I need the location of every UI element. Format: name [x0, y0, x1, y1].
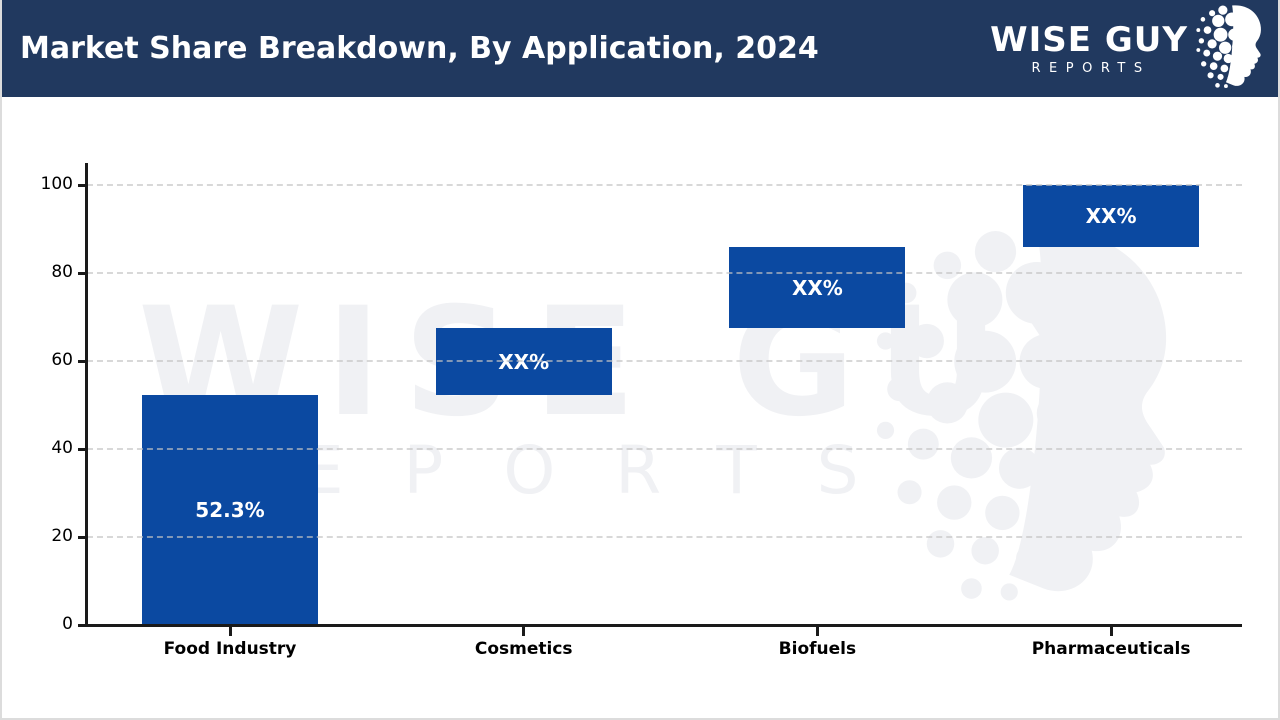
brand-logo-secondary-text: REPORTS — [1031, 60, 1151, 76]
bar-value-label: 52.3% — [195, 497, 265, 522]
y-axis-tick-60 — [78, 359, 87, 363]
y-axis-tick-label: 80 — [51, 262, 73, 282]
header-bar: Market Share Breakdown, By Application, … — [0, 0, 1280, 97]
x-axis-label-cosmetics: Cosmetics — [474, 639, 573, 659]
x-axis-tick-biofuels — [815, 627, 819, 636]
y-axis-tick-label: 0 — [62, 614, 73, 634]
gridline-40 — [87, 448, 1242, 450]
gridline-80 — [87, 272, 1242, 274]
y-axis-tick-label: 40 — [51, 438, 73, 458]
page-title: Market Share Breakdown, By Application, … — [20, 31, 819, 66]
brand-logo-text: WISE GUY REPORTS — [990, 23, 1188, 75]
y-axis-tick-20 — [78, 535, 87, 539]
gridline-60 — [87, 360, 1242, 362]
x-axis-label-food-industry: Food Industry — [163, 639, 297, 659]
y-axis-tick-label: 60 — [51, 350, 73, 370]
x-axis-tick-pharmaceuticals — [1109, 627, 1113, 636]
watermark-head-icon — [876, 230, 1167, 601]
y-axis-tick-label: 100 — [40, 174, 73, 194]
brand-logo: WISE GUY REPORTS — [990, 4, 1266, 93]
y-axis — [85, 163, 88, 627]
brand-logo-head-icon — [1196, 5, 1261, 89]
bar-value-label: XX% — [1085, 204, 1137, 229]
x-axis-tick-food-industry — [228, 627, 232, 636]
x-axis-label-pharmaceuticals: Pharmaceuticals — [1031, 639, 1191, 659]
x-axis — [85, 624, 1242, 627]
bar-pharmaceuticals: XX% — [1023, 185, 1200, 248]
gridline-20 — [87, 536, 1242, 538]
bar-biofuels: XX% — [729, 247, 906, 329]
bar-value-label: XX% — [791, 275, 843, 300]
x-axis-label-biofuels: Biofuels — [778, 639, 857, 659]
y-axis-tick-label: 20 — [51, 526, 73, 546]
x-axis-tick-cosmetics — [522, 627, 526, 636]
y-axis-tick-100 — [78, 183, 87, 187]
gridline-100 — [87, 184, 1242, 186]
y-axis-tick-80 — [78, 271, 87, 275]
y-axis-tick-0 — [78, 623, 87, 627]
brand-logo-primary-text: WISE GUY — [990, 19, 1188, 60]
bar-food-industry: 52.3% — [142, 394, 318, 625]
y-axis-tick-40 — [78, 447, 87, 451]
